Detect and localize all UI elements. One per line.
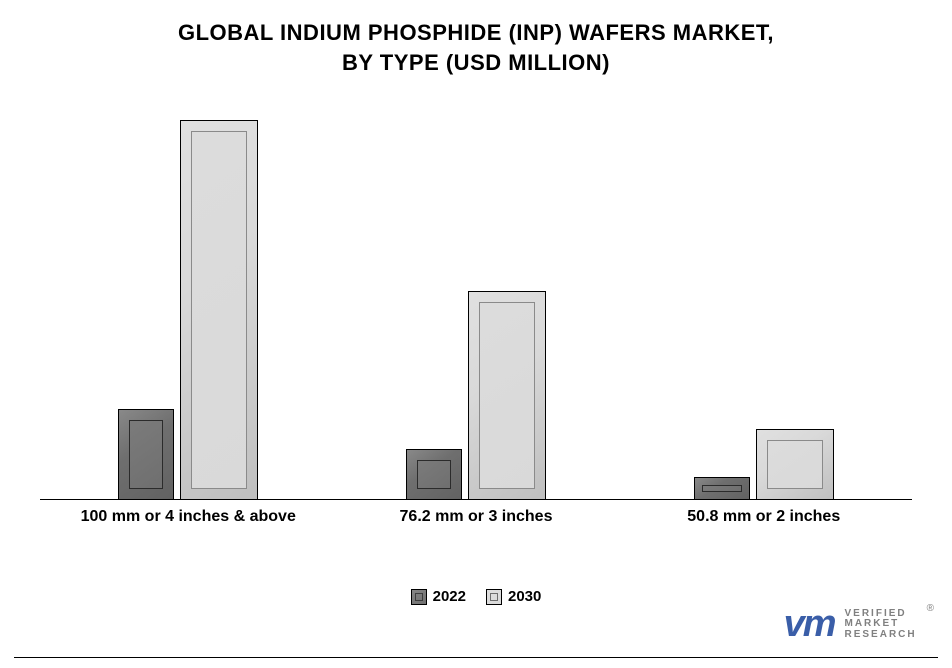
brand-text-line2: MARKET xyxy=(845,618,900,629)
chart-title: GLOBAL INDIUM PHOSPHIDE (INP) WAFERS MAR… xyxy=(0,0,952,77)
brand-text-line3: RESEARCH xyxy=(845,629,917,640)
legend-item: 2022 xyxy=(411,588,466,605)
footer-divider xyxy=(14,657,938,658)
bar-bevel xyxy=(767,440,823,489)
legend-label: 2022 xyxy=(433,588,466,605)
bar xyxy=(406,449,462,500)
brand-logo: vm VERIFIED MARKET RESEARCH ® xyxy=(784,603,934,646)
bar xyxy=(468,291,546,500)
bar-bevel xyxy=(702,485,742,492)
brand-logo-mark: vm xyxy=(784,603,835,646)
category-label: 50.8 mm or 2 inches xyxy=(687,508,840,526)
bar-group xyxy=(694,429,834,500)
legend-swatch-icon xyxy=(411,589,427,605)
category-label: 76.2 mm or 3 inches xyxy=(400,508,553,526)
bar-bevel xyxy=(479,302,535,489)
bar-bevel xyxy=(417,460,451,489)
brand-text-line1: VERIFIED xyxy=(845,608,907,619)
chart-title-line2: BY TYPE (USD MILLION) xyxy=(0,48,952,78)
legend-item: 2030 xyxy=(486,588,541,605)
legend-label: 2030 xyxy=(508,588,541,605)
bar-bevel xyxy=(191,131,247,489)
legend-swatch-icon xyxy=(486,589,502,605)
bar xyxy=(756,429,834,500)
chart-title-line1: GLOBAL INDIUM PHOSPHIDE (INP) WAFERS MAR… xyxy=(0,18,952,48)
category-labels-row: 100 mm or 4 inches & above 76.2 mm or 3 i… xyxy=(40,508,912,538)
bar-bevel xyxy=(129,420,163,489)
bar-group xyxy=(118,120,258,500)
brand-registered-icon: ® xyxy=(927,603,934,614)
bar-group xyxy=(406,291,546,500)
category-label: 100 mm or 4 inches & above xyxy=(81,508,296,526)
bar xyxy=(180,120,258,500)
bar xyxy=(118,409,174,500)
chart-plot-area xyxy=(40,120,912,500)
bar xyxy=(694,477,750,500)
brand-logo-text: VERIFIED MARKET RESEARCH xyxy=(845,609,917,641)
